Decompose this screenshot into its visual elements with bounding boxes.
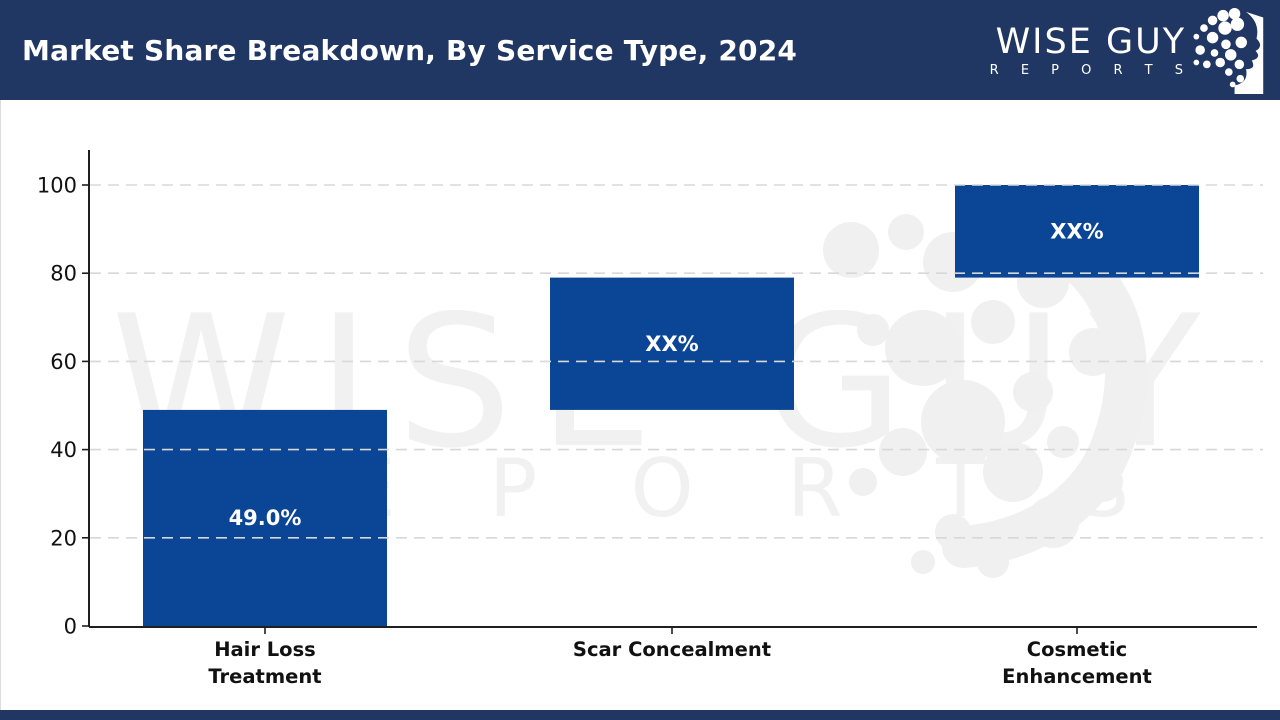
header-bar: Market Share Breakdown, By Service Type,… — [0, 0, 1280, 100]
axis-layer: 0 20 40 60 80 100 Hair Loss Treatment Scar Conce… — [37, 150, 1257, 688]
chart-canvas: WISE GUY R E P O R T S 49.0% XX% XX% 0 20 40… — [0, 100, 1280, 710]
bar-value-label: XX% — [645, 332, 698, 356]
bars-layer: 49.0% XX% XX% — [143, 185, 1199, 626]
market-share-chart: WISE GUY R E P O R T S 49.0%XX%XX% 02040… — [37, 150, 1263, 688]
x-category-label: Enhancement — [1002, 665, 1152, 688]
page-title: Market Share Breakdown, By Service Type,… — [22, 33, 798, 67]
bar-value-label: XX% — [1050, 219, 1103, 243]
logo-face-icon — [1193, 8, 1264, 94]
y-tick-label: 100 — [37, 174, 77, 198]
x-category-label: Scar Concealment — [573, 638, 771, 661]
brand-name: WISE GUY — [995, 22, 1187, 62]
brand-logo: WISE GUY R E P O R T S — [990, 8, 1264, 94]
footer-bar — [0, 710, 1280, 720]
bar — [550, 277, 794, 410]
x-category-label: Treatment — [208, 665, 321, 688]
brand-logo-text: WISE GUY R E P O R T S — [990, 23, 1192, 79]
bar — [955, 185, 1199, 278]
y-tick-label: 20 — [50, 526, 77, 550]
brand-subtitle: R E P O R T S — [989, 63, 1192, 78]
x-category-label: Hair Loss — [214, 638, 316, 661]
y-tick-label: 40 — [50, 438, 77, 462]
y-tick-label: 60 — [50, 350, 77, 374]
x-category-label: Cosmetic — [1027, 638, 1127, 661]
bar-value-label: 49.0% — [229, 506, 302, 530]
grid-layer — [90, 184, 1263, 539]
y-tick-label: 80 — [50, 262, 77, 286]
y-tick-label: 0 — [64, 615, 77, 639]
bar — [143, 409, 387, 626]
